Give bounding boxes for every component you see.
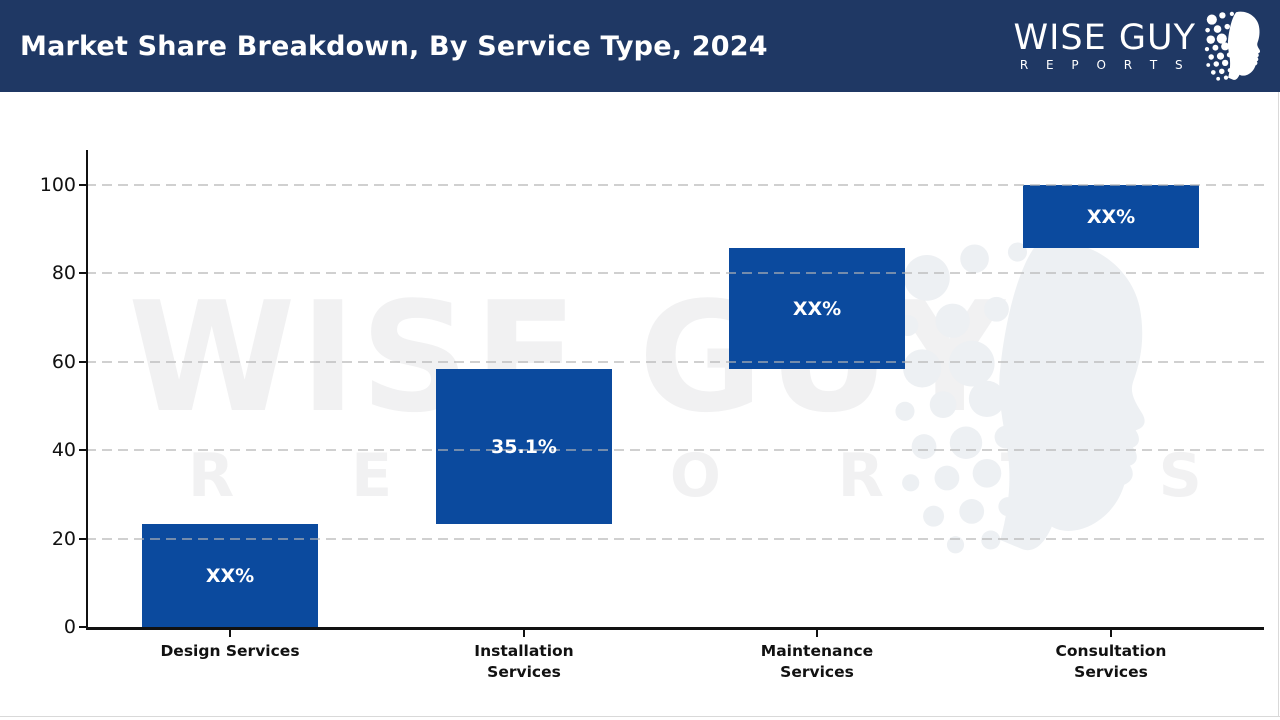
category-label-maintenance-services: Maintenance Services: [702, 641, 932, 683]
bar-design-services: [142, 524, 318, 627]
x-tick: [1110, 630, 1112, 637]
logo-text: WISE GUY R E P O R T S: [1013, 18, 1196, 72]
bar-consultation-services: [1023, 185, 1199, 249]
logo-head-icon: [1202, 8, 1266, 84]
y-tick: [79, 537, 86, 540]
y-tick-label: 100: [39, 174, 76, 196]
y-tick: [79, 449, 86, 452]
y-tick-label: 40: [51, 439, 76, 462]
logo-reports-text: R E P O R T S: [1019, 58, 1190, 72]
y-tick-label: 0: [63, 616, 76, 638]
header-bar: Market Share Breakdown, By Service Type,…: [0, 0, 1280, 92]
bottom-hairline: [0, 716, 1280, 717]
bar-value-label: XX%: [792, 297, 842, 320]
x-tick: [523, 630, 525, 637]
y-axis-spine: [86, 150, 88, 630]
bar-installation-services: [436, 369, 612, 525]
logo-wordmark: WISE GUY: [1013, 18, 1196, 58]
bar-value-label: XX%: [205, 564, 255, 587]
category-label-line: Services: [1074, 663, 1148, 681]
category-label-consultation-services: Consultation Services: [996, 641, 1226, 683]
y-tick: [79, 626, 86, 628]
gridline-60: [86, 360, 1264, 363]
gridline-20: [86, 537, 1264, 540]
gridline-80: [86, 272, 1264, 275]
bar-value-label: 35.1%: [491, 435, 557, 458]
bar-maintenance-services: [729, 248, 905, 370]
category-label-design-services: Design Services: [115, 641, 345, 662]
category-label-line: Services: [780, 663, 854, 681]
category-label-line: Design Services: [160, 642, 300, 660]
category-label-line: Consultation: [1055, 642, 1167, 660]
category-label-line: Installation: [474, 642, 574, 660]
y-tick-label: 20: [51, 527, 76, 550]
category-label-installation-services: Installation Services: [409, 641, 639, 683]
right-hairline: [1278, 92, 1279, 717]
y-tick-label: 80: [51, 262, 76, 285]
y-tick-label: 60: [51, 350, 76, 373]
watermark-head-icon: [884, 224, 1170, 570]
x-tick: [229, 630, 231, 637]
y-tick: [79, 272, 86, 275]
category-label-line: Maintenance: [760, 642, 874, 660]
gridline-100: [86, 184, 1264, 186]
x-axis-spine: [86, 627, 1264, 630]
gridline-40: [86, 449, 1264, 452]
y-tick: [79, 360, 86, 363]
x-tick: [816, 630, 818, 637]
wise-guy-reports-logo: WISE GUY R E P O R T S: [1013, 8, 1280, 84]
category-label-line: Services: [487, 663, 561, 681]
page-title: Market Share Breakdown, By Service Type,…: [20, 30, 768, 62]
bar-value-label: XX%: [1086, 205, 1136, 228]
y-tick: [79, 184, 86, 186]
